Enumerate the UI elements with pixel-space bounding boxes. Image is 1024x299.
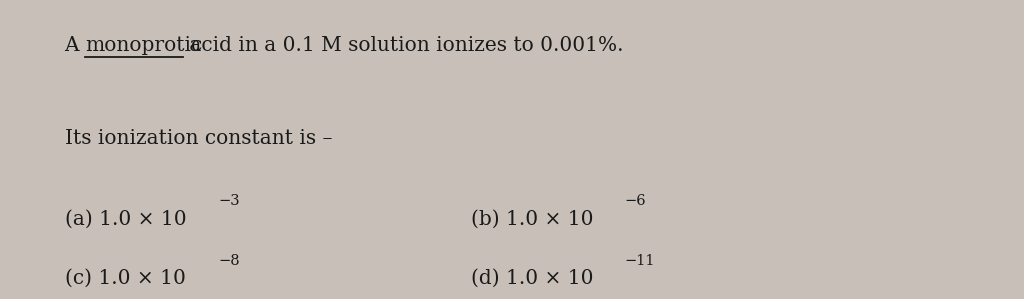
- Text: −8: −8: [218, 254, 240, 268]
- Text: (c) 1.0 × 10: (c) 1.0 × 10: [65, 269, 185, 288]
- Text: (b) 1.0 × 10: (b) 1.0 × 10: [471, 209, 594, 228]
- Text: (d) 1.0 × 10: (d) 1.0 × 10: [471, 269, 594, 288]
- Text: (a) 1.0 × 10: (a) 1.0 × 10: [65, 209, 186, 228]
- Text: monoprotic: monoprotic: [85, 36, 203, 55]
- Text: −3: −3: [218, 194, 240, 208]
- Text: −6: −6: [625, 194, 646, 208]
- Text: acid in a 0.1 M solution ionizes to 0.001%.: acid in a 0.1 M solution ionizes to 0.00…: [183, 36, 624, 55]
- Text: Its ionization constant is –: Its ionization constant is –: [65, 129, 332, 148]
- Text: −11: −11: [625, 254, 655, 268]
- Text: A: A: [65, 36, 86, 55]
